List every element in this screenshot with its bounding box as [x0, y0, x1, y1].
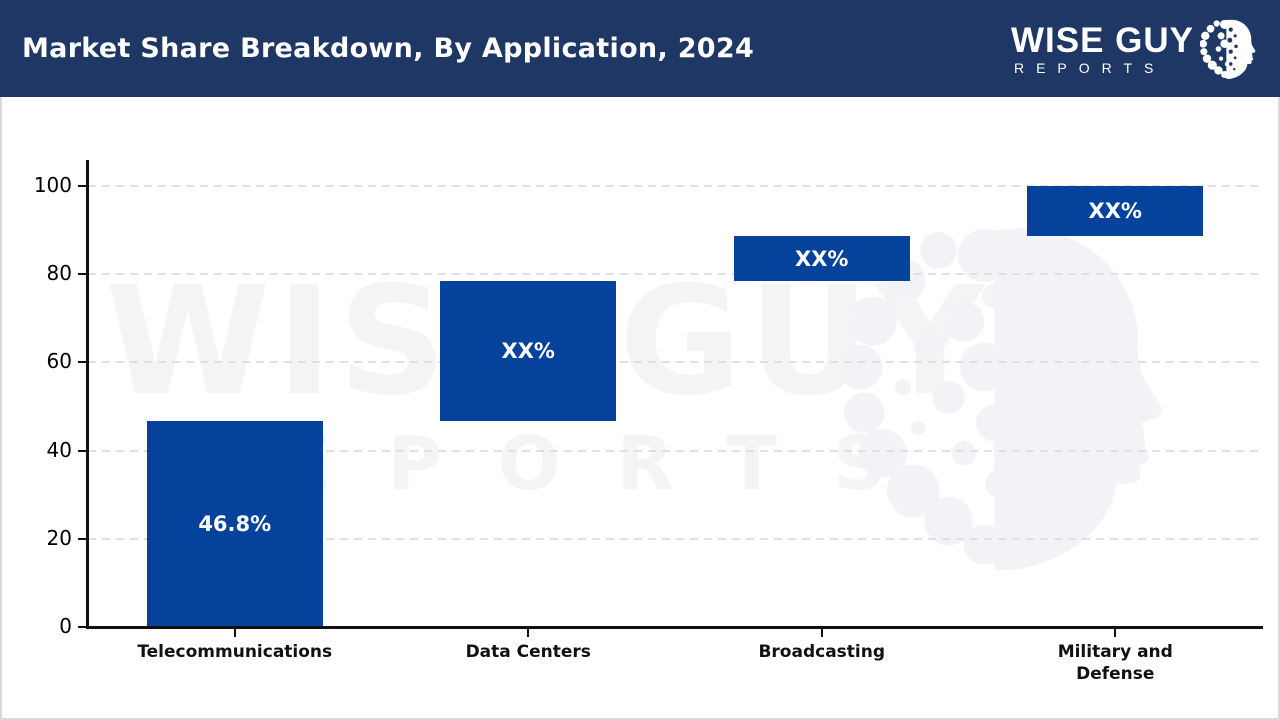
bar-value-label: XX%: [1088, 199, 1142, 224]
bar-military-and-defense: XX%: [1027, 186, 1204, 237]
gridline: [88, 185, 1262, 187]
canvas-border-bottom: [0, 718, 1280, 720]
bar-broadcasting: XX%: [733, 236, 910, 281]
x-axis-label: Broadcasting: [758, 642, 886, 662]
x-tick-mark: [1114, 628, 1117, 637]
waterfall-chart: 0 20 40 60 80 100 46.8% Telecommunications XX% Da…: [0, 97, 1280, 720]
y-tick-mark: [78, 626, 88, 628]
canvas-border-left: [0, 97, 2, 720]
y-tick-label: 20: [46, 525, 72, 550]
brand-logo-text: WISE GUY REPORTS: [1011, 23, 1194, 75]
x-axis-label: Military and Defense: [1057, 642, 1173, 685]
y-tick-mark: [78, 537, 88, 540]
y-tick-mark: [78, 273, 88, 276]
gridline: [88, 361, 1262, 364]
x-axis-line: [86, 626, 1263, 629]
x-tick-mark: [527, 628, 530, 637]
y-tick-mark: [78, 185, 88, 187]
bar-value-label: XX%: [795, 246, 849, 271]
gridline: [88, 537, 1262, 540]
page-title: Market Share Breakdown, By Application, …: [22, 33, 755, 64]
y-tick-label: 40: [46, 437, 72, 462]
y-tick-label: 100: [33, 173, 72, 197]
gridline: [88, 273, 1262, 276]
logo-wordmark: WISE GUY: [1010, 20, 1194, 60]
y-tick-mark: [78, 449, 88, 452]
bar-data-centers: XX%: [440, 280, 617, 421]
logo-head-icon: [1200, 19, 1256, 79]
x-axis-label: Telecommunications: [137, 642, 333, 662]
y-tick-label: 80: [46, 261, 72, 286]
bar-value-label: XX%: [501, 338, 555, 363]
y-tick-label: 60: [46, 349, 72, 374]
brand-logo: WISE GUY REPORTS: [1011, 13, 1258, 85]
bar-telecommunications: 46.8%: [146, 420, 323, 627]
y-tick-mark: [78, 361, 88, 364]
canvas-border-right: [1278, 97, 1280, 720]
x-tick-mark: [233, 628, 236, 637]
y-tick-label: 0: [59, 614, 72, 638]
gridline: [88, 449, 1262, 452]
logo-subtext: REPORTS: [1013, 59, 1166, 76]
x-axis-label: Data Centers: [465, 642, 591, 662]
x-tick-mark: [820, 628, 823, 637]
header-bar: Market Share Breakdown, By Application, …: [0, 0, 1280, 97]
y-axis-line: [86, 160, 89, 629]
chart-canvas: WISE GUY REPORTS 0 20 40 60 80 100 46.8% Teleco…: [0, 97, 1280, 720]
bar-value-label: 46.8%: [198, 511, 272, 536]
